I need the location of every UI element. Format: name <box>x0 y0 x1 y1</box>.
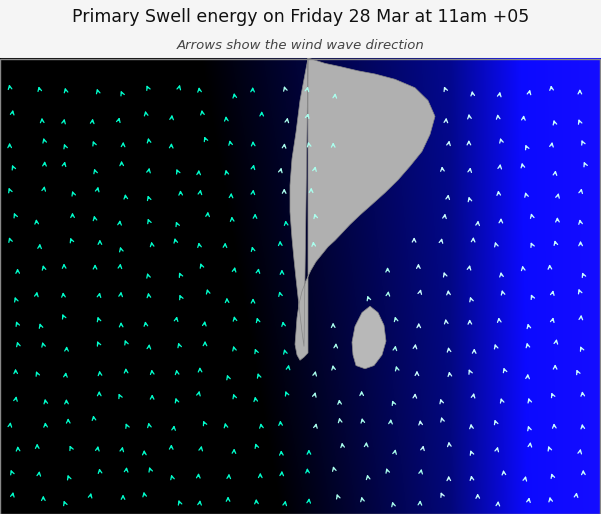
Text: Primary Swell energy on Friday 28 Mar at 11am +05: Primary Swell energy on Friday 28 Mar at… <box>72 8 529 26</box>
Polygon shape <box>290 58 435 360</box>
Polygon shape <box>352 306 386 369</box>
Text: Arrows show the wind wave direction: Arrows show the wind wave direction <box>177 39 424 52</box>
